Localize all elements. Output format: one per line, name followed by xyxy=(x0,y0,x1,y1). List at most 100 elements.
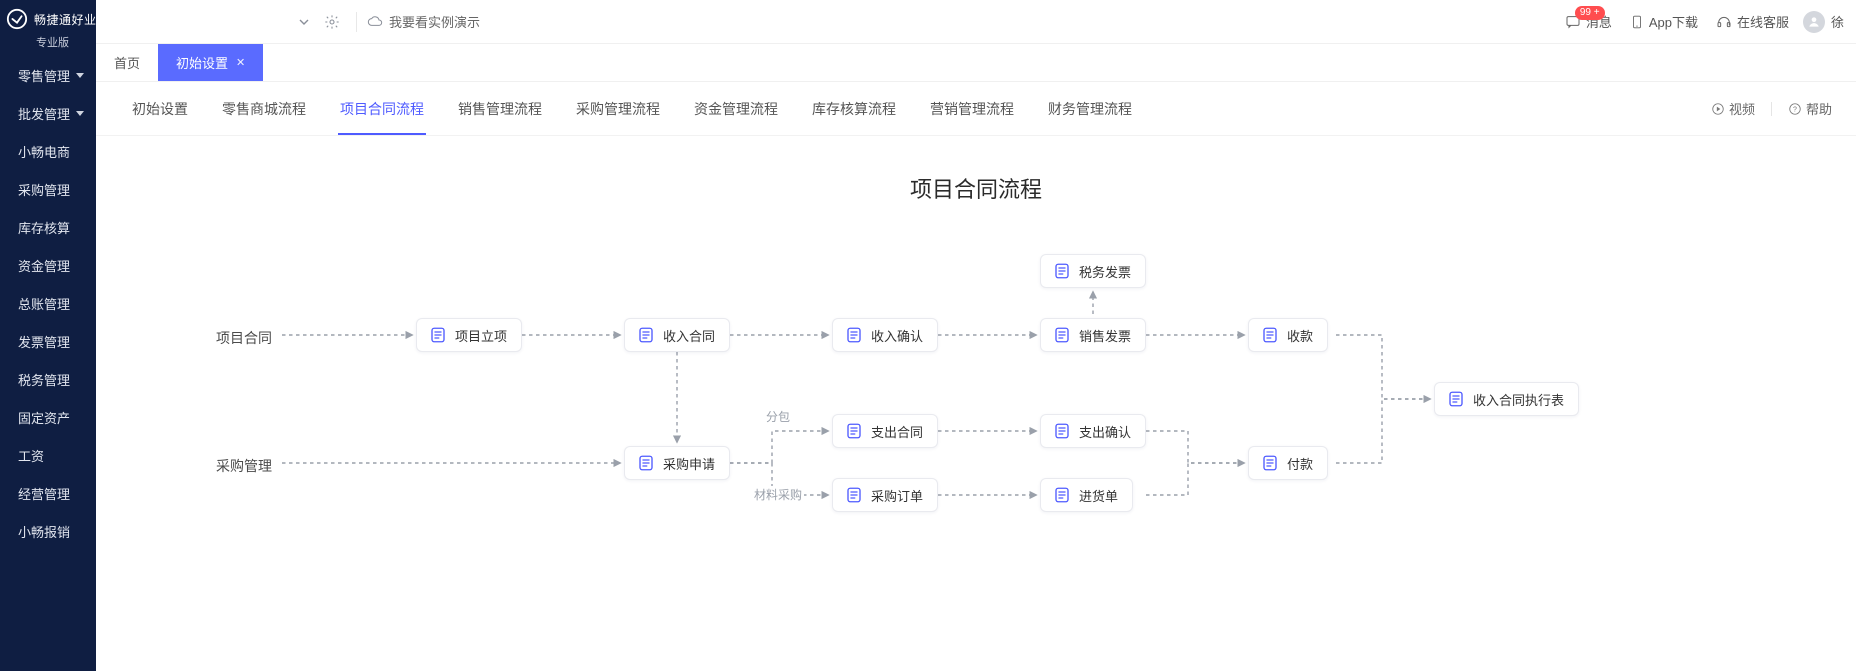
org-selector[interactable] xyxy=(108,7,318,37)
flow-node-n_proj[interactable]: 项目立项 xyxy=(416,318,522,352)
messages-button[interactable]: 消息 99 + xyxy=(1565,12,1612,31)
page-nav-2[interactable]: 项目合同流程 xyxy=(340,83,424,135)
header: 我要看实例演示 消息 99 + App下载 xyxy=(96,0,1856,44)
flow-node-label: 收入合同执行表 xyxy=(1473,390,1564,409)
page-nav-0[interactable]: 初始设置 xyxy=(132,83,188,135)
flow-node-label: 采购申请 xyxy=(663,454,715,473)
sidebar-item-11[interactable]: 经营管理 xyxy=(0,474,96,512)
user-avatar[interactable] xyxy=(1803,11,1825,33)
flow-row-label: 采购管理 xyxy=(216,456,272,476)
workspace-tab-label: 初始设置 xyxy=(176,53,228,72)
page-nav-bar: 初始设置零售商城流程项目合同流程销售管理流程采购管理流程资金管理流程库存核算流程… xyxy=(96,82,1856,136)
page-nav-1[interactable]: 零售商城流程 xyxy=(222,83,306,135)
page-right-actions: 视频 ? 帮助 xyxy=(1711,99,1832,118)
sidebar-item-label: 经营管理 xyxy=(18,484,70,503)
content: 项目合同流程 项目合同采购管理项目立项收入合同收入确认销售发票税务发票收款收入合… xyxy=(96,136,1856,671)
divider xyxy=(1771,102,1772,116)
flow-node-n_income[interactable]: 收入合同 xyxy=(624,318,730,352)
sidebar-item-label: 小畅电商 xyxy=(18,142,70,161)
workspace-tabs: 首页初始设置 ✕ xyxy=(96,44,1856,82)
sidebar-nav: 零售管理批发管理小畅电商采购管理库存核算资金管理总账管理发票管理税务管理固定资产… xyxy=(0,56,96,550)
flow-node-n_expok[interactable]: 支出确认 xyxy=(1040,414,1146,448)
document-icon xyxy=(637,326,655,344)
sidebar-item-label: 资金管理 xyxy=(18,256,70,275)
chevron-down-icon xyxy=(76,73,84,78)
document-icon xyxy=(845,486,863,504)
video-link[interactable]: 视频 xyxy=(1711,99,1755,118)
flow-node-n_tax[interactable]: 税务发票 xyxy=(1040,254,1146,288)
flow-node-label: 收款 xyxy=(1287,326,1313,345)
phone-icon xyxy=(1630,14,1644,30)
flow-edge-label: 材料采购 xyxy=(752,486,804,503)
page-nav-4[interactable]: 采购管理流程 xyxy=(576,83,660,135)
sidebar-item-12[interactable]: 小畅报销 xyxy=(0,512,96,550)
flow-node-n_porder[interactable]: 采购订单 xyxy=(832,478,938,512)
demo-link[interactable]: 我要看实例演示 xyxy=(367,12,480,31)
page-nav-3[interactable]: 销售管理流程 xyxy=(458,83,542,135)
page-nav-8[interactable]: 财务管理流程 xyxy=(1048,83,1132,135)
document-icon xyxy=(1447,390,1465,408)
sidebar-item-label: 采购管理 xyxy=(18,180,70,199)
workspace-tab-1[interactable]: 初始设置 ✕ xyxy=(158,44,263,81)
sidebar-item-5[interactable]: 资金管理 xyxy=(0,246,96,284)
flow-edges xyxy=(96,136,1856,671)
document-icon xyxy=(1053,422,1071,440)
flow-node-n_conf[interactable]: 收入确认 xyxy=(832,318,938,352)
flow-node-n_exec[interactable]: 收入合同执行表 xyxy=(1434,382,1579,416)
sidebar-item-label: 发票管理 xyxy=(18,332,70,351)
support-button[interactable]: 在线客服 xyxy=(1716,12,1789,31)
sidebar-item-10[interactable]: 工资 xyxy=(0,436,96,474)
document-icon xyxy=(1261,454,1279,472)
sidebar-item-1[interactable]: 批发管理 xyxy=(0,94,96,132)
sidebar-item-6[interactable]: 总账管理 xyxy=(0,284,96,322)
sidebar-item-4[interactable]: 库存核算 xyxy=(0,208,96,246)
cloud-icon xyxy=(367,14,383,30)
flow-node-label: 进货单 xyxy=(1079,486,1118,505)
gear-icon xyxy=(324,14,340,30)
help-icon: ? xyxy=(1788,102,1802,116)
page-nav-6[interactable]: 库存核算流程 xyxy=(812,83,896,135)
workspace-tab-0[interactable]: 首页 xyxy=(96,44,158,81)
app-download-button[interactable]: App下载 xyxy=(1630,12,1698,31)
sidebar-item-9[interactable]: 固定资产 xyxy=(0,398,96,436)
flow-node-label: 采购订单 xyxy=(871,486,923,505)
flow-node-label: 支出确认 xyxy=(1079,422,1131,441)
sidebar-item-label: 小畅报销 xyxy=(18,522,70,541)
flow-node-n_grn[interactable]: 进货单 xyxy=(1040,478,1133,512)
flow-node-label: 支出合同 xyxy=(871,422,923,441)
sidebar-item-label: 批发管理 xyxy=(18,104,70,123)
sidebar: 畅捷通好业财 专业版 零售管理批发管理小畅电商采购管理库存核算资金管理总账管理发… xyxy=(0,0,96,671)
close-icon[interactable]: ✕ xyxy=(236,56,245,69)
flow-node-n_recv[interactable]: 收款 xyxy=(1248,318,1328,352)
document-icon xyxy=(1053,262,1071,280)
document-icon xyxy=(637,454,655,472)
sidebar-item-3[interactable]: 采购管理 xyxy=(0,170,96,208)
page-nav-7[interactable]: 营销管理流程 xyxy=(930,83,1014,135)
flow-node-n_expc[interactable]: 支出合同 xyxy=(832,414,938,448)
sidebar-item-label: 工资 xyxy=(18,446,44,465)
flow-node-label: 收入合同 xyxy=(663,326,715,345)
settings-button[interactable] xyxy=(318,8,346,36)
sidebar-item-7[interactable]: 发票管理 xyxy=(0,322,96,360)
sidebar-item-label: 固定资产 xyxy=(18,408,70,427)
sidebar-item-0[interactable]: 零售管理 xyxy=(0,56,96,94)
flow-node-label: 收入确认 xyxy=(871,326,923,345)
sidebar-item-label: 税务管理 xyxy=(18,370,70,389)
flow-node-n_pay[interactable]: 付款 xyxy=(1248,446,1328,480)
flow-edge-label: 分包 xyxy=(764,408,792,425)
sidebar-item-label: 零售管理 xyxy=(18,66,70,85)
flow-node-label: 付款 xyxy=(1287,454,1313,473)
flow-node-label: 税务发票 xyxy=(1079,262,1131,281)
chevron-down-icon xyxy=(298,16,310,28)
sidebar-item-2[interactable]: 小畅电商 xyxy=(0,132,96,170)
brand-logo-icon xyxy=(6,8,28,30)
brand: 畅捷通好业财 xyxy=(0,0,96,34)
messages-badge: 99 + xyxy=(1575,6,1605,20)
document-icon xyxy=(1261,326,1279,344)
flow-node-n_sinv[interactable]: 销售发票 xyxy=(1040,318,1146,352)
flow-node-n_preq[interactable]: 采购申请 xyxy=(624,446,730,480)
sidebar-item-8[interactable]: 税务管理 xyxy=(0,360,96,398)
help-link[interactable]: ? 帮助 xyxy=(1788,99,1832,118)
svg-text:?: ? xyxy=(1793,106,1797,113)
page-nav-5[interactable]: 资金管理流程 xyxy=(694,83,778,135)
